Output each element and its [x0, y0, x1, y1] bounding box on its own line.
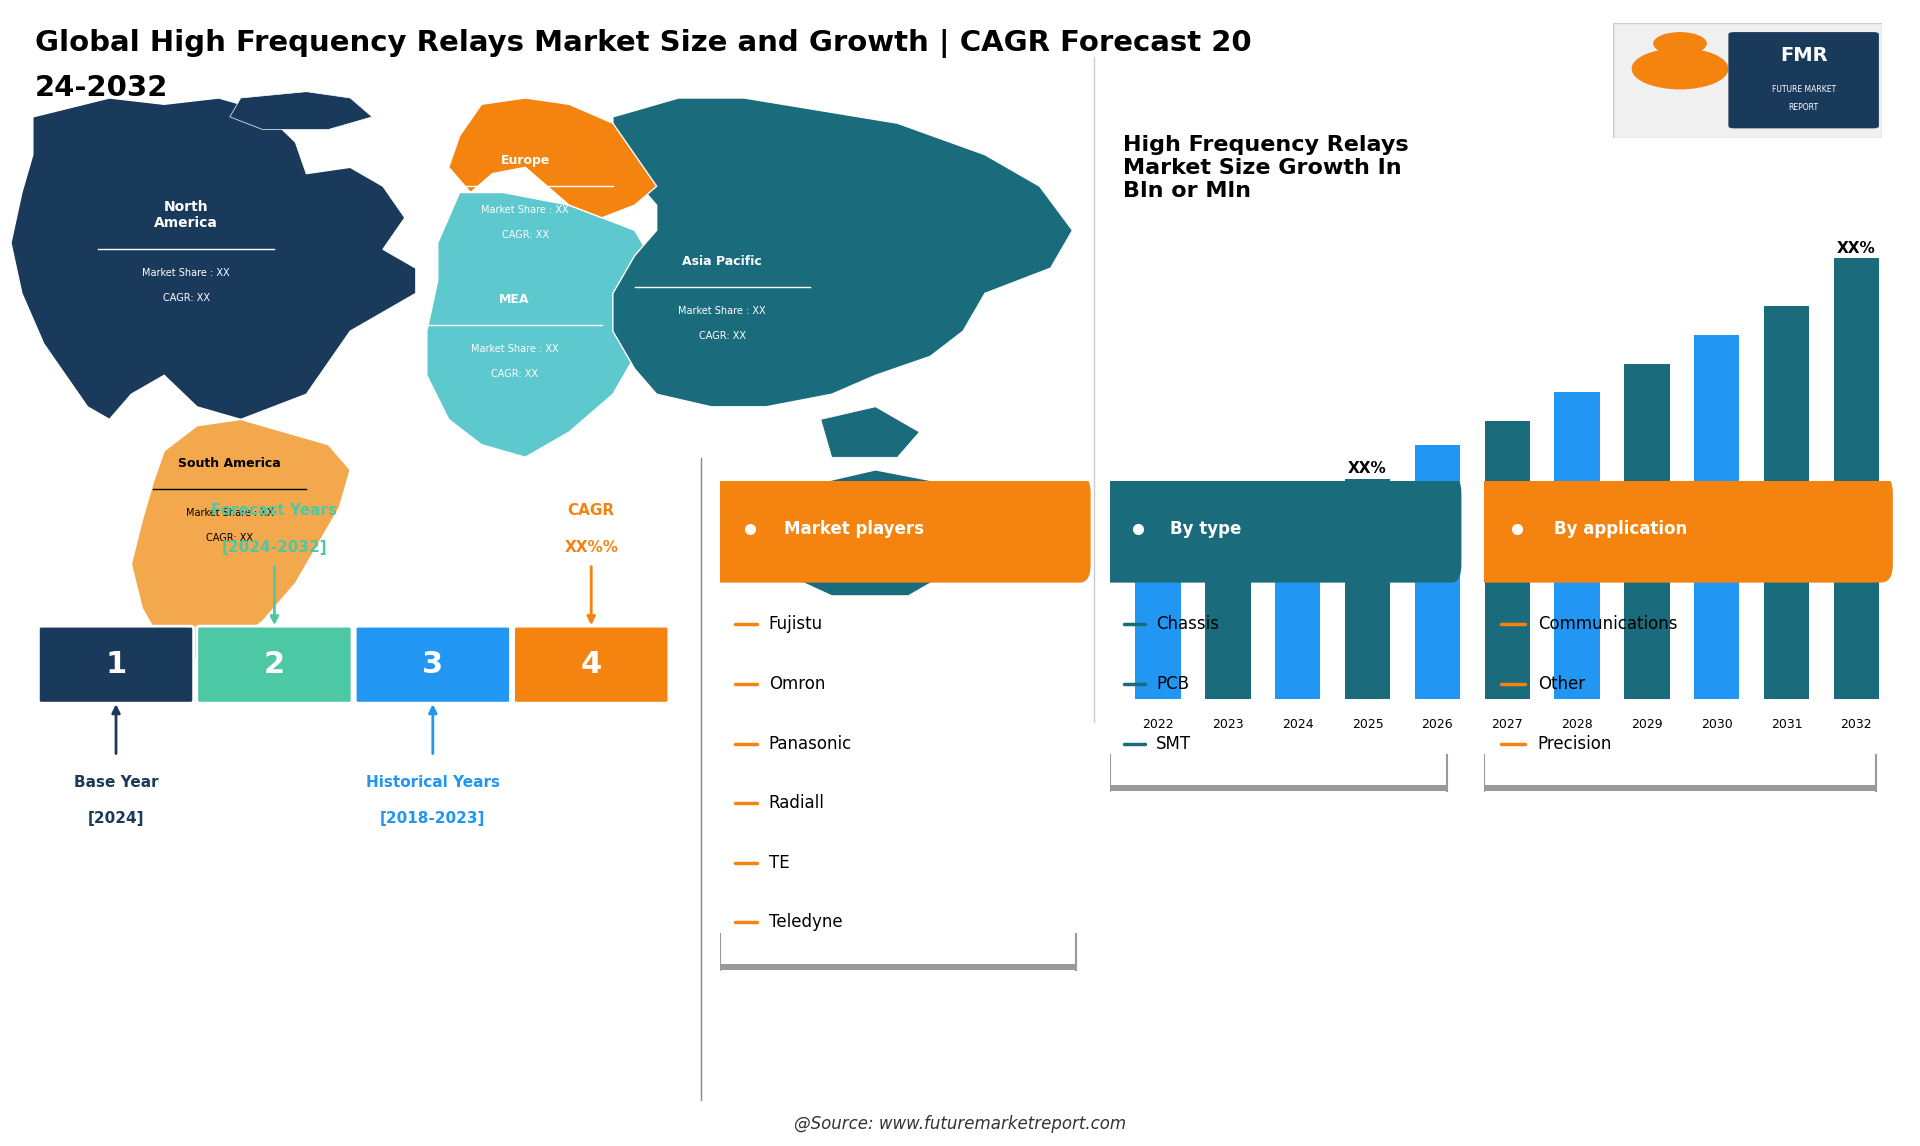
Text: Market Share : XX: Market Share : XX: [482, 205, 568, 215]
Text: 2023: 2023: [1212, 719, 1244, 731]
FancyBboxPatch shape: [198, 626, 351, 704]
FancyBboxPatch shape: [38, 626, 194, 704]
Text: SMT: SMT: [1156, 735, 1190, 753]
Text: North
America: North America: [154, 201, 219, 230]
Text: CAGR: XX: CAGR: XX: [163, 293, 209, 304]
FancyBboxPatch shape: [1728, 32, 1880, 128]
Bar: [1206, 536, 1250, 699]
Bar: [1415, 445, 1459, 699]
Polygon shape: [131, 419, 349, 659]
Text: By application: By application: [1555, 520, 1688, 537]
Bar: [1484, 422, 1530, 699]
Text: MEA: MEA: [499, 293, 530, 306]
Text: Teledyne: Teledyne: [768, 913, 843, 932]
Text: 2031: 2031: [1770, 719, 1803, 731]
FancyBboxPatch shape: [355, 626, 511, 704]
Text: FUTURE MARKET: FUTURE MARKET: [1772, 85, 1836, 94]
Text: 2026: 2026: [1421, 719, 1453, 731]
Circle shape: [1653, 32, 1707, 55]
Text: Radiall: Radiall: [768, 794, 824, 813]
Polygon shape: [449, 99, 657, 218]
Text: Historical Years: Historical Years: [367, 775, 499, 790]
FancyBboxPatch shape: [720, 964, 1075, 970]
Text: 4: 4: [580, 650, 601, 680]
Text: Chassis: Chassis: [1156, 615, 1219, 634]
Text: Market Share : XX: Market Share : XX: [186, 508, 275, 518]
Circle shape: [1632, 48, 1728, 89]
Bar: [1275, 503, 1321, 699]
Bar: [1624, 363, 1670, 699]
Text: Europe: Europe: [501, 155, 549, 167]
Text: CAGR: CAGR: [568, 503, 614, 518]
Text: 24-2032: 24-2032: [35, 74, 167, 102]
Text: [2024-2032]: [2024-2032]: [221, 540, 326, 555]
Text: 2024: 2024: [1283, 719, 1313, 731]
Text: Global High Frequency Relays Market Size and Growth | CAGR Forecast 20: Global High Frequency Relays Market Size…: [35, 29, 1252, 57]
Text: CAGR: XX: CAGR: XX: [492, 369, 538, 379]
Text: [2024]: [2024]: [88, 811, 144, 826]
Bar: [1834, 258, 1880, 699]
Text: 2022: 2022: [1142, 719, 1173, 731]
Text: PCB: PCB: [1156, 675, 1188, 693]
Polygon shape: [12, 99, 417, 419]
Bar: [1555, 392, 1599, 699]
Text: Panasonic: Panasonic: [768, 735, 852, 753]
FancyBboxPatch shape: [1473, 476, 1893, 582]
Text: TE: TE: [768, 854, 789, 872]
Text: CAGR: XX: CAGR: XX: [501, 230, 549, 241]
Bar: [1344, 479, 1390, 699]
FancyBboxPatch shape: [1484, 785, 1876, 791]
Text: Asia Pacific: Asia Pacific: [682, 256, 762, 268]
FancyBboxPatch shape: [708, 476, 1091, 582]
Polygon shape: [426, 193, 657, 457]
Polygon shape: [766, 470, 985, 596]
Text: 3: 3: [422, 650, 444, 680]
Text: Communications: Communications: [1538, 615, 1678, 634]
FancyBboxPatch shape: [515, 626, 668, 704]
Text: 2032: 2032: [1841, 719, 1872, 731]
Text: High Frequency Relays
Market Size Growth In
Bln or Mln: High Frequency Relays Market Size Growth…: [1123, 135, 1409, 202]
Text: Other: Other: [1538, 675, 1584, 693]
Text: XX%: XX%: [1348, 461, 1386, 476]
Text: 2028: 2028: [1561, 719, 1594, 731]
Text: 2025: 2025: [1352, 719, 1384, 731]
Text: [2018-2023]: [2018-2023]: [380, 811, 486, 826]
Polygon shape: [822, 407, 920, 457]
Text: 2027: 2027: [1492, 719, 1523, 731]
Text: Fujistu: Fujistu: [768, 615, 824, 634]
Polygon shape: [612, 99, 1073, 407]
Text: FMR: FMR: [1780, 46, 1828, 64]
Text: 2: 2: [263, 650, 284, 680]
Text: Base Year: Base Year: [73, 775, 157, 790]
Bar: [1693, 335, 1740, 699]
FancyBboxPatch shape: [1098, 476, 1461, 582]
Text: Precision: Precision: [1538, 735, 1613, 753]
FancyBboxPatch shape: [1110, 785, 1448, 791]
Text: Market Share : XX: Market Share : XX: [142, 268, 230, 278]
Bar: [1135, 565, 1181, 699]
Text: By type: By type: [1169, 520, 1242, 537]
Text: XX%%: XX%%: [564, 540, 618, 555]
Text: REPORT: REPORT: [1789, 103, 1818, 112]
Text: Forecast Years: Forecast Years: [211, 503, 338, 518]
Text: 2029: 2029: [1630, 719, 1663, 731]
Text: 1: 1: [106, 650, 127, 680]
Text: CAGR: XX: CAGR: XX: [205, 533, 253, 543]
Text: XX%: XX%: [1837, 241, 1876, 256]
Text: South America: South America: [179, 457, 280, 470]
Text: Market Share : XX: Market Share : XX: [470, 344, 559, 354]
Text: Market players: Market players: [783, 520, 924, 537]
Text: 2030: 2030: [1701, 719, 1732, 731]
FancyBboxPatch shape: [1613, 23, 1882, 138]
Text: Market Share : XX: Market Share : XX: [678, 306, 766, 316]
Text: @Source: www.futuremarketreport.com: @Source: www.futuremarketreport.com: [795, 1115, 1125, 1132]
Text: CAGR: XX: CAGR: XX: [699, 331, 745, 342]
Bar: [1764, 306, 1809, 699]
Polygon shape: [230, 92, 372, 129]
Text: Omron: Omron: [768, 675, 826, 693]
